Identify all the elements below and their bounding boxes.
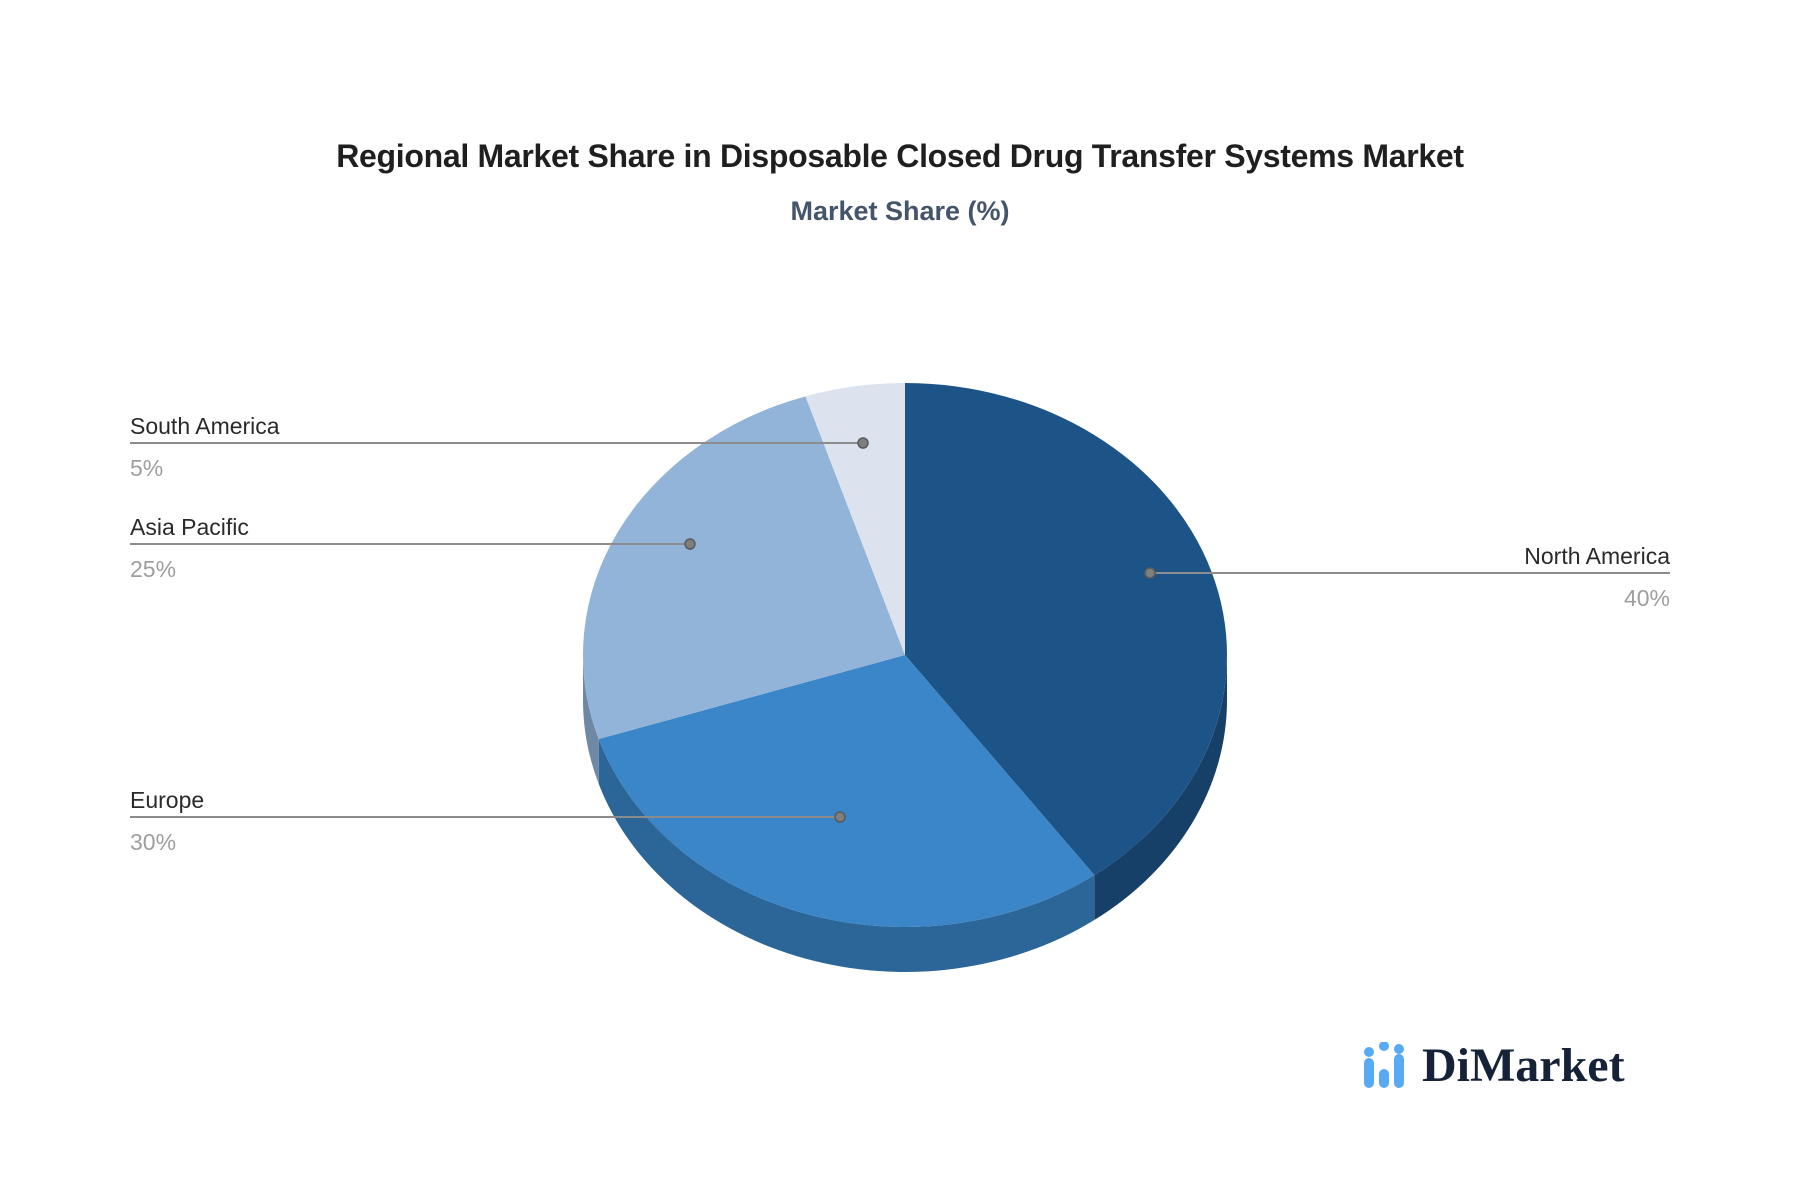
pie-slice-north-america[interactable] xyxy=(905,383,1227,876)
pie-slice-south-america[interactable] xyxy=(805,383,905,655)
pie-slice-side-north-america xyxy=(1094,655,1227,921)
leader-dot-north-america xyxy=(1144,567,1156,579)
dimarket-logo[interactable]: DiMarket xyxy=(1362,1042,1625,1090)
callout-europe: Europe 30% xyxy=(130,786,690,857)
callout-label: Asia Pacific xyxy=(130,514,249,540)
logo-text: DiMarket xyxy=(1422,1039,1625,1092)
callout-asia-pacific: Asia Pacific 25% xyxy=(130,513,690,584)
callout-label: Europe xyxy=(130,787,205,813)
callout-label: South America xyxy=(130,413,280,439)
chart-subtitle: Market Share (%) xyxy=(790,196,1010,226)
callout-south-america: South America 5% xyxy=(130,412,690,483)
leader-dot-europe xyxy=(834,811,846,823)
callout-percent: 40% xyxy=(1623,585,1670,611)
bar-chart-logo-icon xyxy=(1364,1042,1404,1088)
callout-label: North America xyxy=(1524,543,1670,569)
leader-dot-asia-pacific xyxy=(684,538,696,550)
callout-north-america: North America 40% xyxy=(1110,542,1670,613)
pie-slice-side-asia-pacific xyxy=(583,655,599,785)
chart-title: Regional Market Share in Disposable Clos… xyxy=(336,138,1464,174)
pie-slice-asia-pacific[interactable] xyxy=(583,396,905,740)
pie-slice-side-europe xyxy=(598,739,1095,972)
callout-percent: 5% xyxy=(130,455,164,481)
callout-percent: 30% xyxy=(130,829,177,855)
callout-percent: 25% xyxy=(130,556,177,582)
pie-slice-europe[interactable] xyxy=(598,655,1095,927)
leader-dot-south-america xyxy=(857,437,869,449)
